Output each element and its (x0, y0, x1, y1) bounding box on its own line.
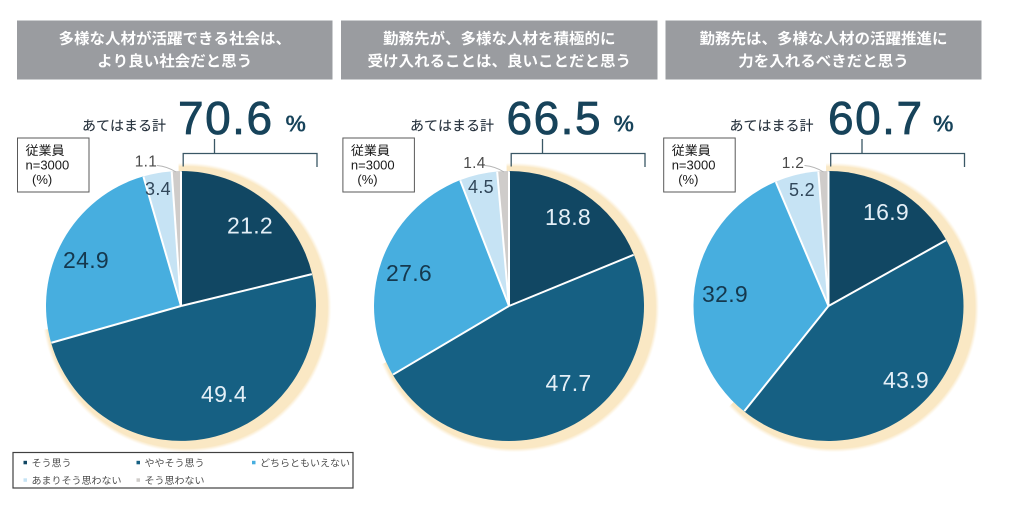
svg-text:1.2: 1.2 (782, 155, 804, 172)
svg-text:47.7: 47.7 (546, 370, 592, 396)
svg-text:60.7: 60.7 (828, 92, 924, 144)
svg-text:66.5: 66.5 (507, 92, 603, 144)
svg-text:n=3000: n=3000 (26, 158, 70, 173)
svg-text:%: % (286, 111, 306, 137)
svg-text:70.6: 70.6 (178, 92, 274, 144)
svg-text:%: % (614, 111, 634, 137)
svg-text:43.9: 43.9 (883, 367, 929, 393)
svg-text:(%): (%) (357, 172, 377, 187)
svg-text:1.1: 1.1 (135, 153, 157, 170)
svg-text:3.4: 3.4 (145, 179, 171, 199)
svg-text:49.4: 49.4 (201, 381, 247, 407)
svg-text:5.2: 5.2 (789, 180, 815, 200)
svg-text:n=3000: n=3000 (351, 158, 395, 173)
svg-text:(%): (%) (678, 172, 698, 187)
svg-text:n=3000: n=3000 (672, 158, 716, 173)
svg-text:21.2: 21.2 (227, 212, 273, 238)
svg-text:27.6: 27.6 (386, 260, 432, 286)
svg-text:(%): (%) (32, 172, 52, 187)
svg-text:1.4: 1.4 (463, 155, 486, 172)
svg-text:32.9: 32.9 (702, 281, 748, 307)
svg-text:%: % (933, 111, 953, 137)
svg-text:24.9: 24.9 (63, 247, 109, 273)
svg-text:16.9: 16.9 (863, 199, 909, 225)
svg-text:4.5: 4.5 (468, 177, 494, 197)
svg-text:18.8: 18.8 (545, 204, 591, 230)
